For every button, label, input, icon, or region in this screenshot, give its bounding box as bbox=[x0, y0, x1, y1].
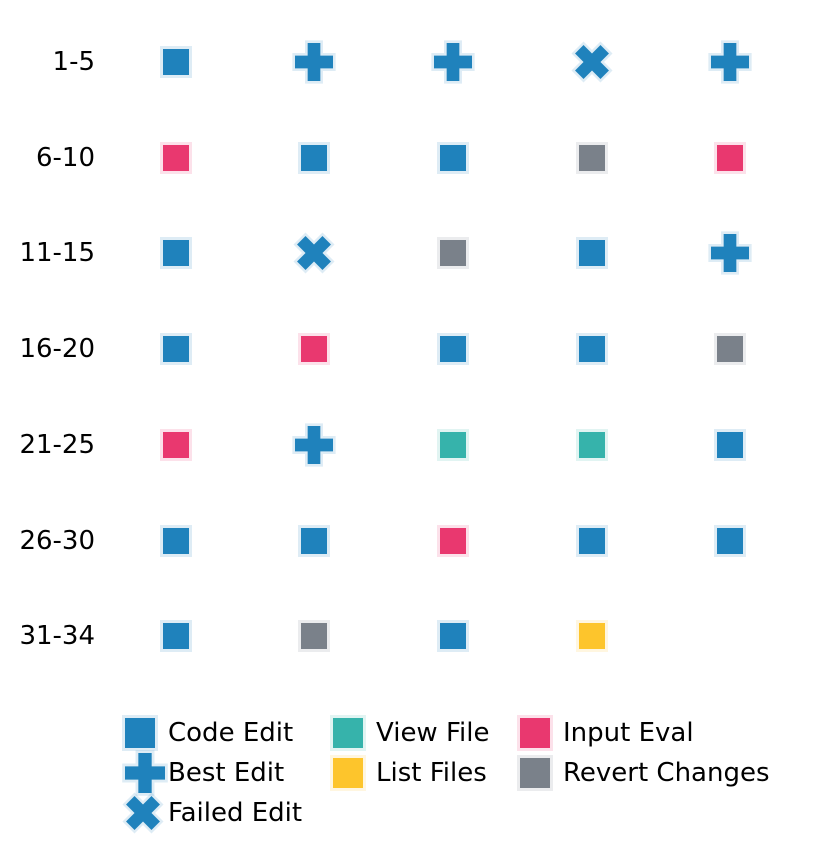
legend-label: Failed Edit bbox=[168, 798, 303, 828]
marker-best-edit-plus-marker bbox=[431, 40, 475, 84]
marker-failed-edit-x-marker bbox=[571, 41, 613, 83]
row-label: 26-30 bbox=[19, 526, 95, 556]
legend-item-failed-edit: Failed Edit bbox=[122, 792, 303, 834]
marker-code-edit-square-marker bbox=[163, 49, 189, 75]
marker-code-edit-square-marker bbox=[163, 240, 189, 266]
row-label: 11-15 bbox=[19, 238, 95, 268]
row-label: 21-25 bbox=[19, 430, 95, 460]
legend-item-revert-changes: Revert Changes bbox=[520, 752, 770, 794]
legend-item-best-edit: Best Edit bbox=[122, 750, 285, 796]
legend-item-list-files: List Files bbox=[333, 752, 487, 794]
marker-list-files-square-marker bbox=[579, 623, 605, 649]
row-label: 31-34 bbox=[19, 621, 95, 651]
legend-label: Code Edit bbox=[168, 718, 294, 748]
marker-revert-changes-square-marker bbox=[717, 336, 743, 362]
marker-best-edit-plus-marker bbox=[708, 231, 752, 275]
marker-code-edit-square-marker bbox=[440, 623, 466, 649]
legend-item-code-edit: Code Edit bbox=[125, 712, 293, 754]
marker-code-edit-square-marker bbox=[579, 240, 605, 266]
marker-code-edit-square-marker bbox=[301, 528, 327, 554]
marker-best-edit-plus-marker bbox=[292, 423, 336, 467]
legend-swatch-box bbox=[520, 758, 563, 788]
legend-swatch-box bbox=[333, 718, 376, 748]
marker-code-edit-square-marker bbox=[717, 528, 743, 554]
marker-code-edit-square-marker bbox=[440, 336, 466, 362]
legend-label: Input Eval bbox=[563, 718, 694, 748]
marker-revert-changes-square-marker bbox=[301, 623, 327, 649]
marker-code-edit-square-marker bbox=[301, 145, 327, 171]
marker-view-file-square-marker bbox=[440, 432, 466, 458]
marker-code-edit-square-marker bbox=[717, 432, 743, 458]
legend-label: Revert Changes bbox=[563, 758, 770, 788]
legend-item-input-eval: Input Eval bbox=[520, 712, 694, 754]
legend-swatch-box bbox=[333, 758, 376, 788]
marker-input-eval-square-marker bbox=[163, 432, 189, 458]
marker-input-eval-square-marker bbox=[440, 528, 466, 554]
legend-best-edit-plus-marker bbox=[122, 750, 168, 796]
legend-revert-changes-square-marker bbox=[520, 758, 550, 788]
legend-item-view-file: View File bbox=[333, 712, 489, 754]
legend-label: Best Edit bbox=[168, 758, 285, 788]
row-label: 16-20 bbox=[19, 334, 95, 364]
legend-swatch-box bbox=[520, 718, 563, 748]
marker-code-edit-square-marker bbox=[163, 623, 189, 649]
legend-label: List Files bbox=[376, 758, 487, 788]
legend-list-files-square-marker bbox=[333, 758, 363, 788]
legend-code-edit-square-marker bbox=[125, 718, 155, 748]
marker-input-eval-square-marker bbox=[717, 145, 743, 171]
legend-view-file-square-marker bbox=[333, 718, 363, 748]
marker-input-eval-square-marker bbox=[163, 145, 189, 171]
marker-best-edit-plus-marker bbox=[292, 40, 336, 84]
legend-swatch-box bbox=[122, 750, 168, 796]
marker-revert-changes-square-marker bbox=[440, 240, 466, 266]
marker-failed-edit-x-marker bbox=[293, 232, 335, 274]
legend-swatch-box bbox=[125, 718, 168, 748]
marker-view-file-square-marker bbox=[579, 432, 605, 458]
marker-code-edit-square-marker bbox=[579, 528, 605, 554]
marker-code-edit-square-marker bbox=[579, 336, 605, 362]
marker-input-eval-square-marker bbox=[301, 336, 327, 362]
row-label: 6-10 bbox=[35, 143, 95, 173]
marker-code-edit-square-marker bbox=[440, 145, 466, 171]
legend-failed-edit-x-marker bbox=[122, 792, 164, 834]
marker-revert-changes-square-marker bbox=[579, 145, 605, 171]
legend-input-eval-square-marker bbox=[520, 718, 550, 748]
marker-code-edit-square-marker bbox=[163, 528, 189, 554]
marker-code-edit-square-marker bbox=[163, 336, 189, 362]
legend-swatch-box bbox=[122, 792, 168, 834]
row-label: 1-5 bbox=[52, 47, 95, 77]
legend-label: View File bbox=[376, 718, 490, 748]
marker-best-edit-plus-marker bbox=[708, 40, 752, 84]
